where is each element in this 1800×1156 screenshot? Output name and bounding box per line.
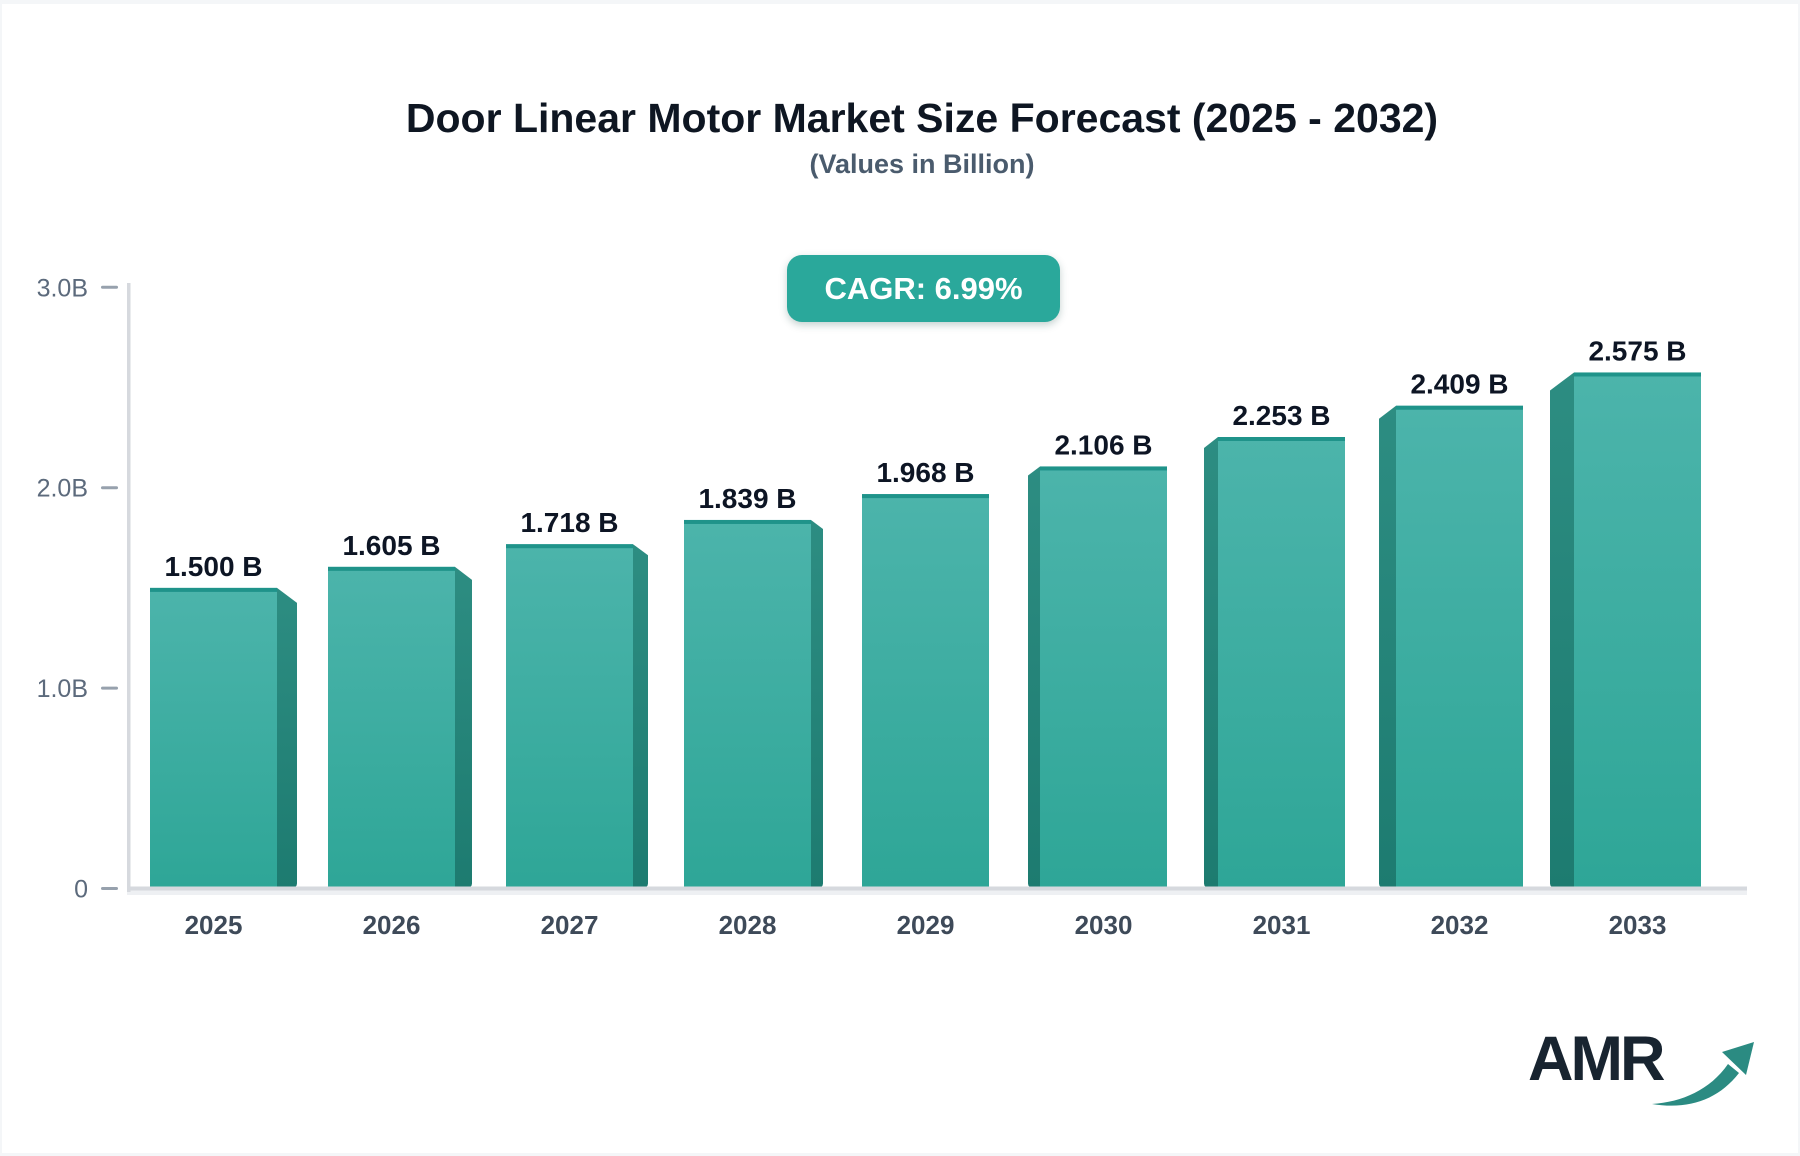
- bar-top-edge: [1574, 372, 1701, 377]
- bar-side-face: [455, 566, 472, 889]
- bar-2028: 1.839 B 2028: [684, 483, 823, 940]
- arrow-head: [1722, 1042, 1755, 1075]
- bar-2027: 1.718 B 2027: [506, 507, 648, 940]
- bar-front-face: [1040, 466, 1167, 889]
- bar-value-label: 1.839 B: [698, 483, 796, 514]
- bar-value-label: 1.968 B: [876, 457, 974, 488]
- y-axis-tick: [101, 887, 118, 890]
- bar-value-label: 2.106 B: [1054, 429, 1152, 460]
- x-axis-label: 2033: [1609, 910, 1667, 940]
- x-axis-label: 2030: [1075, 910, 1133, 940]
- arrow-swoosh: [1652, 1064, 1740, 1106]
- bar-value-label: 2.575 B: [1588, 335, 1686, 366]
- bar-2030: 2.106 B 2030: [1028, 429, 1167, 940]
- bar-top-edge: [506, 544, 633, 549]
- y-axis-tick: [101, 486, 118, 490]
- y-axis-tick: [101, 285, 118, 289]
- bar-side-face: [1550, 372, 1574, 889]
- bar-side-face: [1204, 436, 1218, 889]
- bar-front-face: [506, 544, 633, 889]
- y-axis-line: [127, 283, 131, 892]
- bar-2033: 2.575 B 2033: [1550, 335, 1701, 940]
- window-edge-top: [0, 0, 1800, 4]
- x-axis-label: 2031: [1253, 910, 1311, 940]
- bar-front-face: [862, 494, 989, 889]
- bar-value-label: 1.718 B: [520, 507, 618, 538]
- bar-2026: 1.605 B 2026: [328, 530, 472, 940]
- y-axis-tick: [101, 686, 118, 690]
- bar-2029: 1.968 B 2029: [862, 457, 989, 940]
- bar-top-edge: [1040, 466, 1167, 471]
- bar-2025: 1.500 B 2025: [150, 551, 297, 940]
- trend-up-arrow-icon: [1652, 1042, 1755, 1106]
- bar-2032: 2.409 B 2032: [1379, 369, 1523, 940]
- bar-top-edge: [328, 566, 455, 571]
- bar-side-face: [811, 519, 823, 889]
- bar-top-edge: [684, 519, 811, 524]
- bar-front-face: [150, 587, 277, 889]
- chart-title: Door Linear Motor Market Size Forecast (…: [405, 95, 1439, 141]
- x-axis-shadow: [127, 890, 1747, 895]
- bar-front-face: [684, 519, 811, 889]
- y-axis-label: 2.0B: [37, 475, 88, 503]
- bar-value-label: 2.253 B: [1232, 400, 1330, 431]
- x-axis-label: 2028: [719, 910, 777, 940]
- window-edge-bottom: [0, 1153, 1800, 1156]
- bar-front-face: [1218, 436, 1345, 889]
- bar-top-edge: [150, 587, 277, 592]
- bar-2031: 2.253 B 2031: [1204, 400, 1345, 940]
- bar-top-edge: [1396, 405, 1523, 410]
- x-axis-label: 2032: [1431, 910, 1489, 940]
- x-axis-label: 2029: [897, 910, 955, 940]
- bar-side-face: [633, 544, 648, 889]
- bar-value-label: 2.409 B: [1410, 369, 1508, 400]
- bar-front-face: [1574, 372, 1701, 889]
- bar-top-edge: [862, 494, 989, 499]
- y-axis-label: 0: [74, 876, 88, 904]
- x-axis-label: 2026: [363, 910, 421, 940]
- y-axis-label: 3.0B: [37, 274, 88, 302]
- cagr-badge: CAGR: 6.99%: [787, 255, 1060, 322]
- bar-side-face: [1028, 466, 1040, 889]
- bar-front-face: [1396, 405, 1523, 889]
- bar-side-face: [1379, 405, 1396, 889]
- bar-top-edge: [1218, 436, 1345, 441]
- bar-value-label: 1.500 B: [164, 551, 262, 582]
- window-edge-right: [1798, 0, 1800, 1156]
- x-axis-line: [127, 886, 1747, 891]
- x-axis-label: 2027: [541, 910, 599, 940]
- x-axis-label: 2025: [185, 910, 243, 940]
- y-axis-label: 1.0B: [37, 675, 88, 703]
- amr-logo-text: AMR: [1528, 1024, 1665, 1094]
- chart-subtitle: (Values in Billion): [809, 149, 1035, 179]
- bar-front-face: [328, 566, 455, 889]
- bar-side-face: [277, 587, 297, 889]
- window-edge-left: [0, 0, 2, 1156]
- amr-logo: AMR: [1528, 1024, 1755, 1120]
- bar-value-label: 1.605 B: [342, 530, 440, 561]
